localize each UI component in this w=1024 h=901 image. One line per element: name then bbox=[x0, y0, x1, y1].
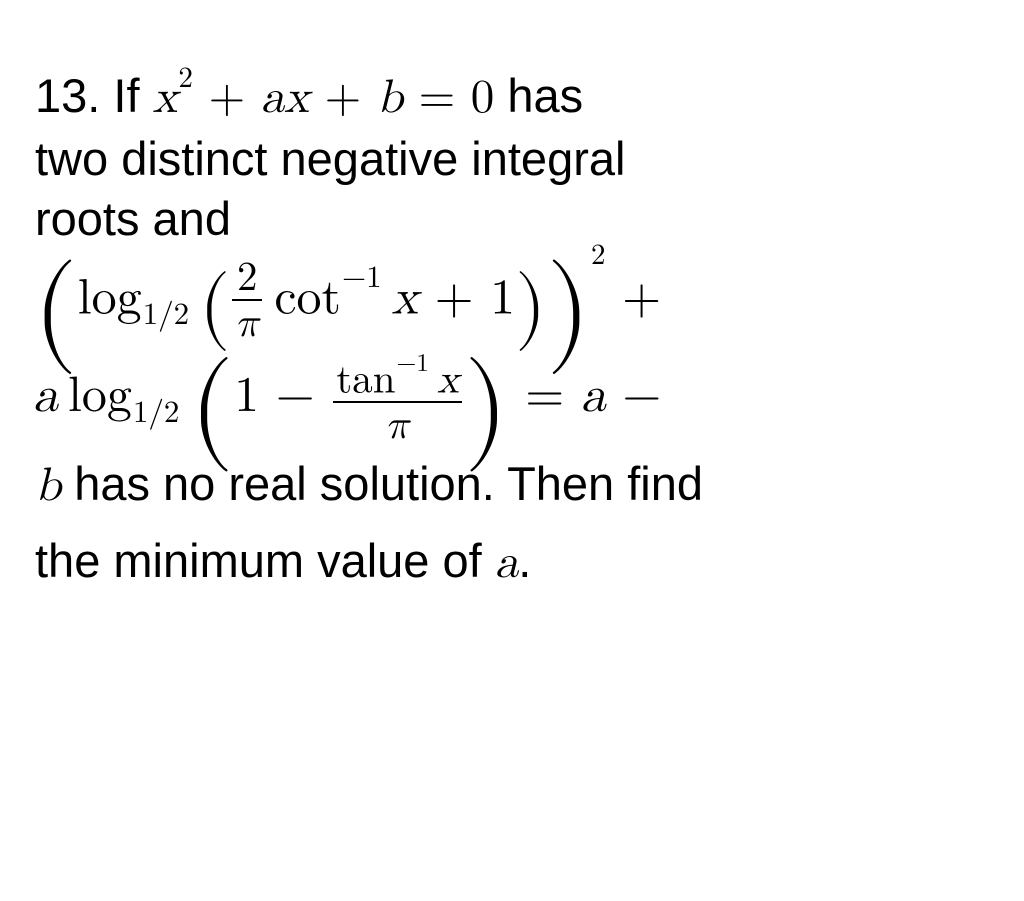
equation-line-1: (log1/2 (2π cot−1 x + 1))2 + bbox=[33, 249, 989, 348]
var-a: a bbox=[261, 75, 285, 122]
var-b: b bbox=[35, 463, 61, 510]
big-rparen2: ) bbox=[464, 351, 509, 466]
var-x2: x bbox=[437, 359, 459, 400]
frac2-den: π bbox=[333, 403, 462, 446]
num-one2: 1 bbox=[234, 371, 259, 421]
frac-den: π bbox=[232, 301, 262, 344]
fn-log2: log bbox=[68, 371, 132, 421]
lparen: ( bbox=[199, 267, 230, 347]
fn-log: log bbox=[78, 274, 142, 324]
trailing-plus: + bbox=[606, 274, 662, 324]
frac-num: 2 bbox=[232, 257, 262, 301]
var-a2: a bbox=[581, 371, 606, 421]
tail-line-2: the minimum value of a. bbox=[35, 531, 989, 594]
var-b: b bbox=[377, 75, 403, 122]
var-x: x bbox=[153, 75, 178, 122]
frac-arctan-over-pi: tan−1 xπ bbox=[333, 351, 462, 447]
text-has: has bbox=[494, 69, 583, 122]
tail-line-1: b has no real solution. Then find bbox=[35, 454, 989, 517]
log-base2: 1/2 bbox=[133, 398, 180, 429]
fn-tan: tan bbox=[336, 359, 395, 400]
cot-inv: −1 bbox=[342, 263, 382, 294]
frac-2-over-pi: 2π bbox=[232, 257, 262, 344]
text-if: If bbox=[100, 69, 152, 122]
op-minus: − bbox=[259, 371, 331, 421]
op-plus2: + bbox=[309, 75, 377, 122]
op-plus: + bbox=[418, 274, 490, 324]
problem-number: 13. bbox=[35, 69, 100, 122]
fn-cot: cot bbox=[274, 274, 341, 324]
var-a-final: a bbox=[495, 540, 519, 587]
op-minus2: − bbox=[606, 371, 662, 421]
problem-page: 13. If x2 + ax + b = 0 has two distinct … bbox=[0, 0, 1024, 634]
period: . bbox=[518, 534, 531, 587]
var-x: x bbox=[392, 274, 418, 324]
equation-line-2: a log1/2 (1 − tan−1 xπ) = a − bbox=[33, 348, 989, 448]
big-lparen2: ( bbox=[189, 351, 234, 466]
coef-a: a bbox=[33, 371, 58, 421]
rparen: ) bbox=[515, 267, 546, 347]
exp-2: 2 bbox=[178, 64, 193, 93]
frac2-num: tan−1 x bbox=[333, 351, 462, 404]
outer-exp: 2 bbox=[591, 241, 606, 270]
tail-text-1: has no real solution. Then find bbox=[61, 457, 703, 510]
tail-text-2: the minimum value of bbox=[35, 534, 495, 587]
num-zero: 0 bbox=[471, 75, 495, 122]
inline-quadratic: x2 + ax + b = 0 bbox=[153, 75, 495, 122]
op-plus: + bbox=[193, 75, 261, 122]
num-one: 1 bbox=[490, 274, 515, 324]
op-eq: = bbox=[509, 371, 581, 421]
log-base: 1/2 bbox=[143, 300, 190, 331]
line-2: two distinct negative integral bbox=[35, 129, 989, 189]
op-eq: = bbox=[403, 75, 471, 122]
line-1: 13. If x2 + ax + b = 0 has bbox=[35, 60, 989, 129]
line-3: roots and bbox=[35, 189, 989, 249]
tan-inv: −1 bbox=[397, 351, 429, 376]
var-x2: x bbox=[284, 75, 309, 122]
